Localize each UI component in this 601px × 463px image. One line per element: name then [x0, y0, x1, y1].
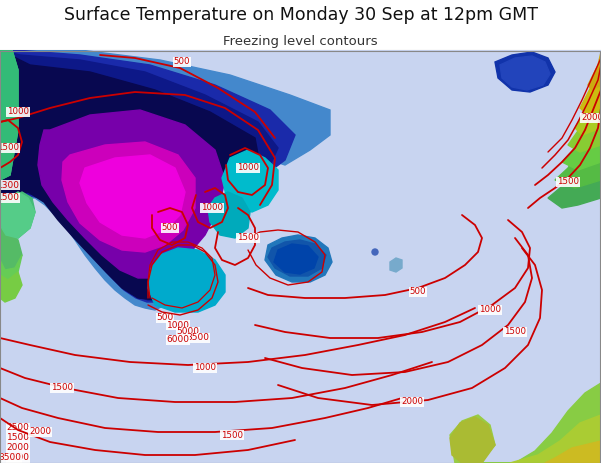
- Polygon shape: [450, 417, 495, 463]
- Text: 1500: 1500: [237, 233, 259, 243]
- Polygon shape: [450, 415, 495, 463]
- Polygon shape: [62, 142, 195, 252]
- Polygon shape: [0, 255, 22, 280]
- Polygon shape: [500, 56, 550, 90]
- Polygon shape: [0, 228, 22, 270]
- Text: 6000: 6000: [166, 336, 189, 344]
- Text: 1500: 1500: [557, 177, 579, 187]
- Text: 2000: 2000: [581, 113, 601, 123]
- Text: 5000: 5000: [177, 327, 200, 337]
- Polygon shape: [0, 50, 18, 180]
- Polygon shape: [0, 272, 22, 302]
- Polygon shape: [0, 50, 260, 300]
- Polygon shape: [555, 88, 601, 188]
- Text: 500: 500: [156, 313, 174, 323]
- Text: 1300: 1300: [0, 181, 19, 189]
- Polygon shape: [495, 52, 555, 92]
- Polygon shape: [265, 235, 332, 282]
- Text: Freezing level contours: Freezing level contours: [223, 35, 378, 48]
- Text: 3500: 3500: [186, 333, 210, 343]
- Polygon shape: [562, 80, 601, 170]
- Text: Surface Temperature on Monday 30 Sep at 12pm GMT: Surface Temperature on Monday 30 Sep at …: [64, 6, 537, 24]
- Polygon shape: [268, 240, 326, 276]
- Polygon shape: [545, 441, 601, 463]
- Polygon shape: [0, 192, 35, 238]
- Text: 2500: 2500: [7, 424, 29, 432]
- Text: 1000: 1000: [201, 204, 223, 213]
- Polygon shape: [80, 155, 185, 238]
- Text: 2000: 2000: [29, 427, 51, 437]
- Polygon shape: [510, 415, 601, 463]
- Text: 1500: 1500: [51, 383, 73, 393]
- Circle shape: [372, 249, 378, 255]
- Text: 3000: 3000: [7, 453, 29, 463]
- Text: 1500: 1500: [504, 327, 526, 337]
- Text: 1000: 1000: [237, 163, 259, 173]
- Polygon shape: [148, 248, 225, 312]
- Polygon shape: [274, 244, 318, 274]
- Polygon shape: [38, 110, 225, 278]
- Polygon shape: [548, 95, 601, 208]
- Polygon shape: [0, 50, 601, 463]
- Text: 500: 500: [162, 224, 178, 232]
- Polygon shape: [575, 62, 601, 135]
- Text: 2000: 2000: [401, 398, 423, 407]
- Polygon shape: [0, 50, 330, 310]
- Text: 3500: 3500: [0, 453, 22, 463]
- Text: 500: 500: [174, 57, 191, 67]
- Text: 1000: 1000: [166, 320, 189, 330]
- Text: 1000: 1000: [7, 107, 29, 117]
- Text: 1500: 1500: [0, 144, 19, 152]
- Polygon shape: [588, 52, 601, 90]
- Polygon shape: [0, 50, 278, 300]
- Text: 1000: 1000: [479, 306, 501, 314]
- Polygon shape: [0, 50, 18, 180]
- Polygon shape: [0, 192, 35, 238]
- Polygon shape: [0, 50, 295, 302]
- Text: 1500: 1500: [221, 431, 243, 439]
- Text: 1500: 1500: [7, 433, 29, 443]
- Text: 500: 500: [410, 288, 426, 296]
- Polygon shape: [580, 58, 601, 115]
- Polygon shape: [480, 383, 601, 463]
- Text: 2000: 2000: [7, 444, 29, 452]
- Polygon shape: [208, 192, 250, 238]
- Polygon shape: [390, 258, 402, 272]
- Text: 1500: 1500: [0, 194, 19, 202]
- Text: 1000: 1000: [194, 363, 216, 373]
- Polygon shape: [568, 72, 601, 152]
- Polygon shape: [222, 150, 278, 212]
